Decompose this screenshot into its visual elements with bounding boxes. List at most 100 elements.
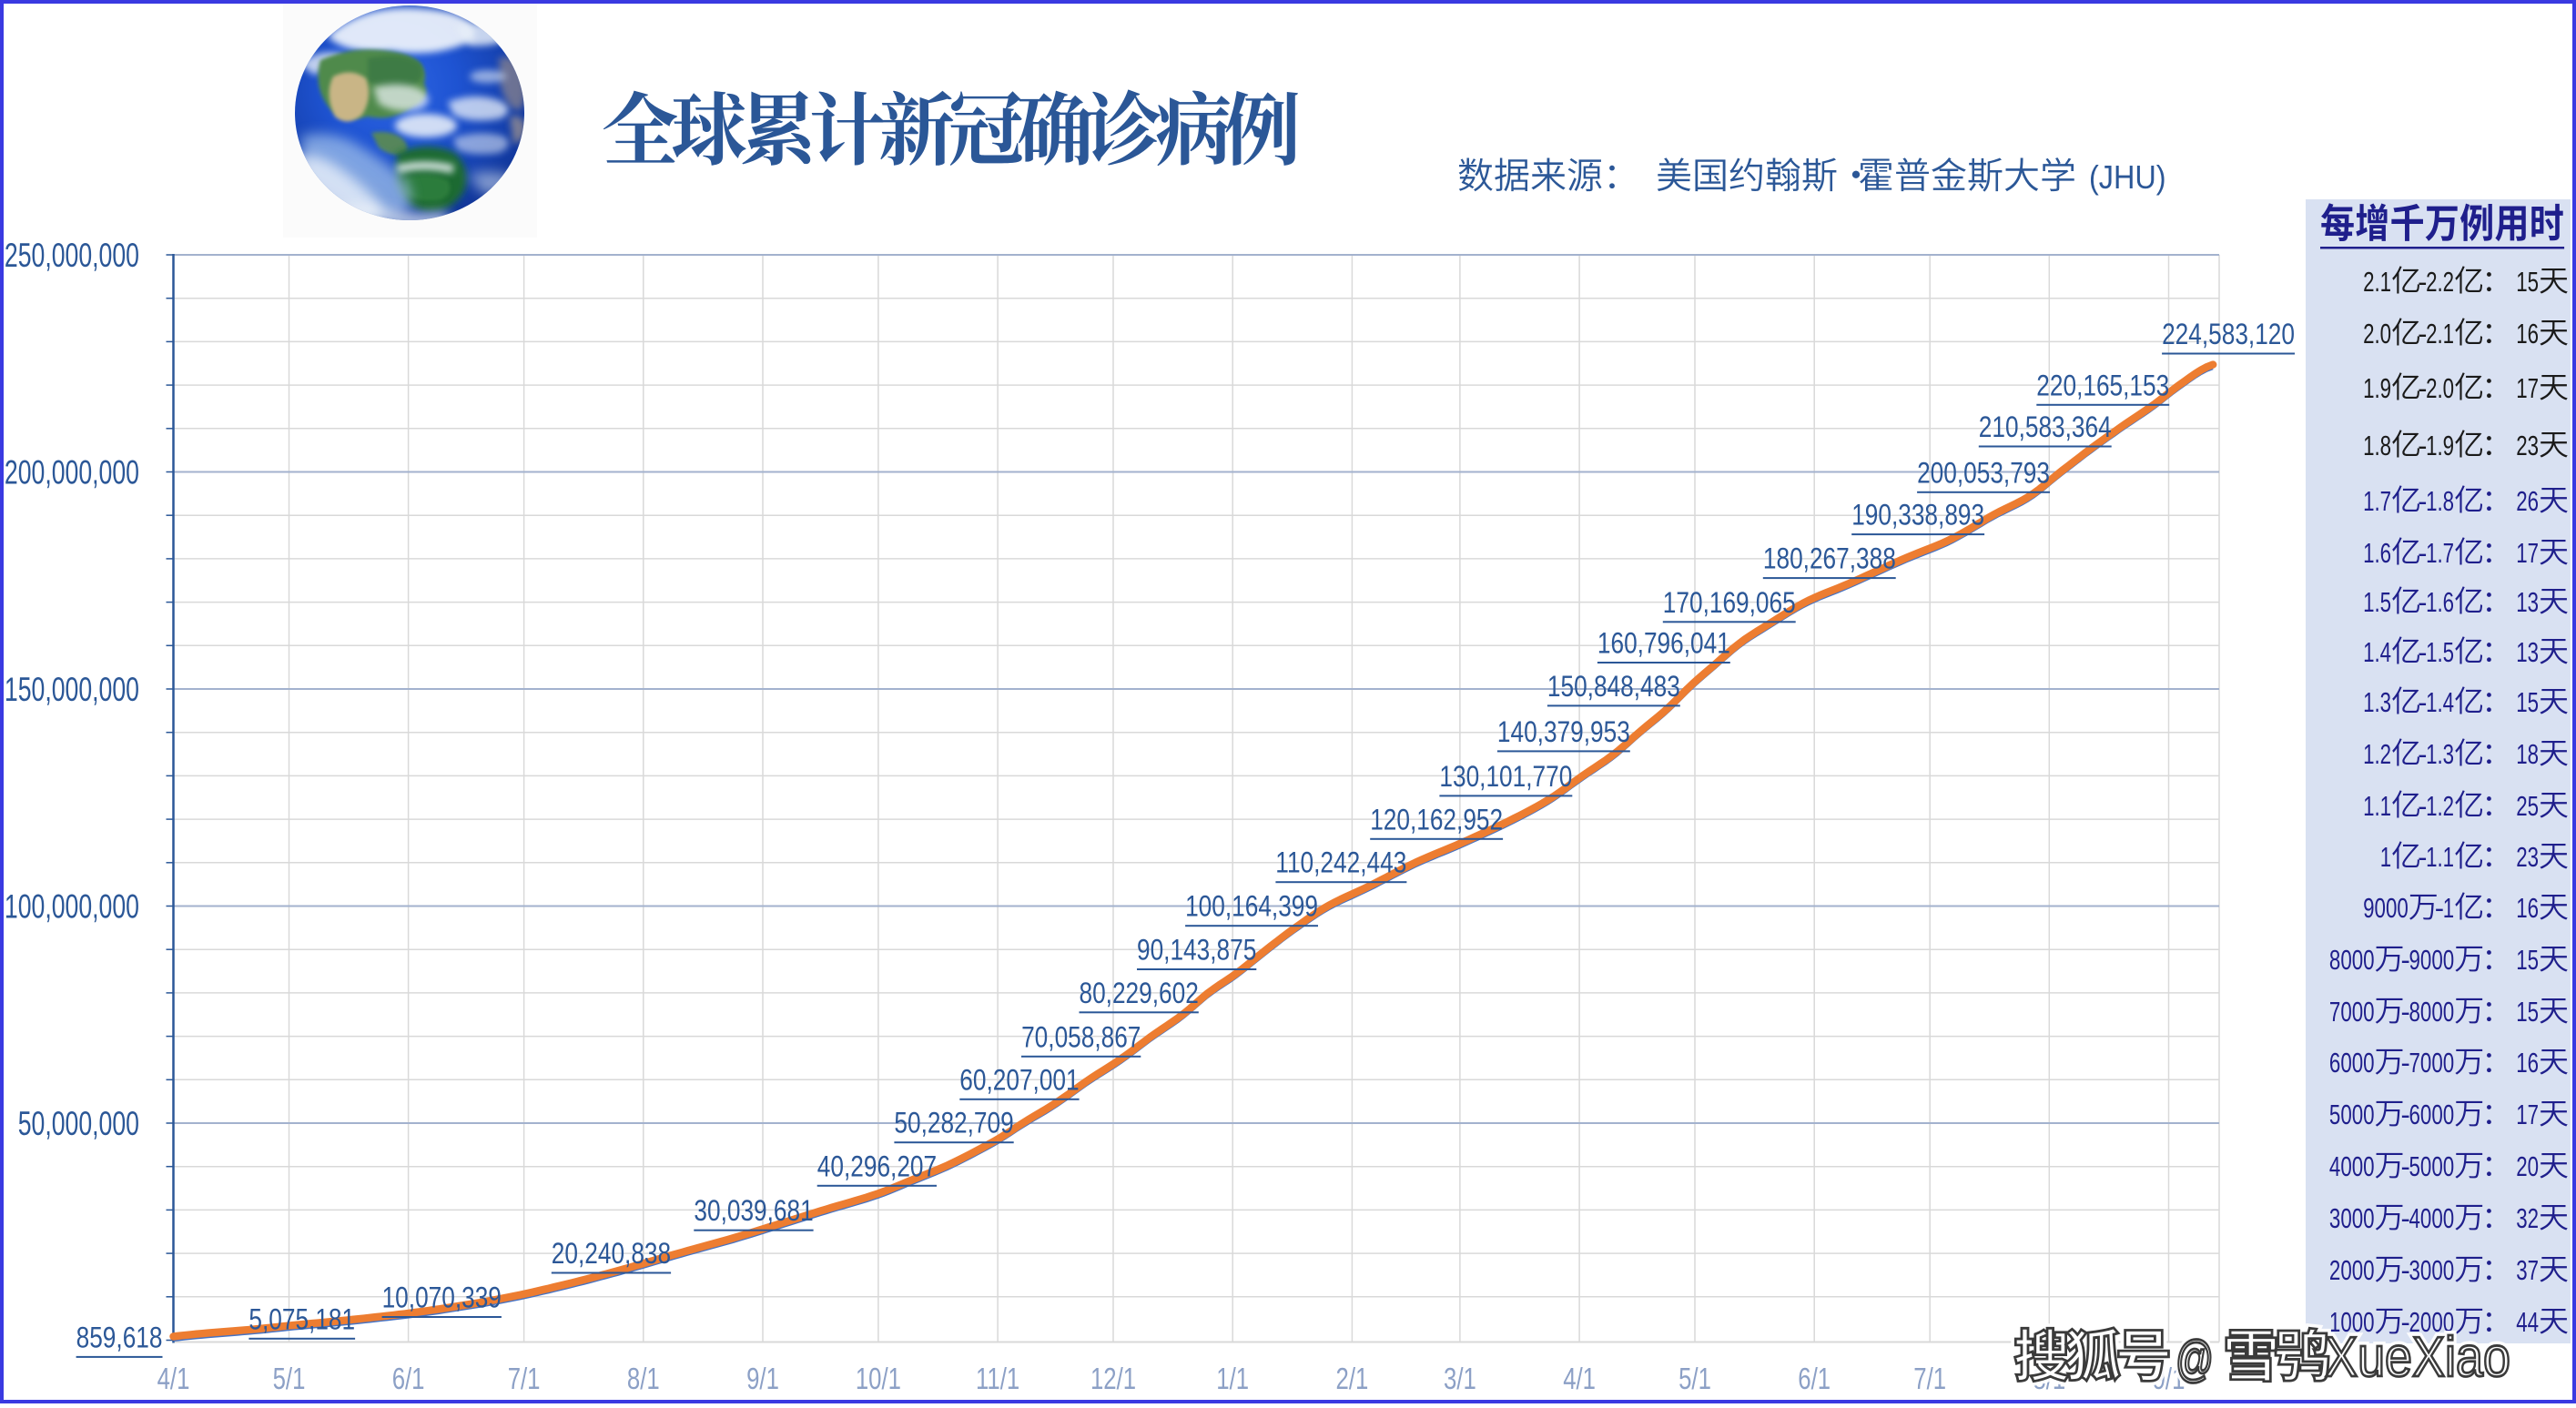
svg-text:90,143,875: 90,143,875 — [1137, 934, 1256, 967]
svg-text:-: - — [2418, 738, 2427, 770]
svg-text:@: @ — [2175, 1330, 2214, 1387]
svg-text:7000: 7000 — [2409, 1047, 2455, 1079]
svg-text:200,000,000: 200,000,000 — [5, 454, 139, 491]
svg-text:-: - — [2418, 485, 2427, 517]
svg-text:44: 44 — [2516, 1306, 2539, 1338]
svg-text:100,000,000: 100,000,000 — [5, 888, 139, 926]
svg-text:1.3: 1.3 — [2363, 686, 2391, 718]
svg-text:-: - — [2418, 636, 2427, 668]
svg-text:1.7: 1.7 — [2363, 485, 2391, 517]
svg-text:-: - — [2401, 1254, 2410, 1286]
svg-text:50,000,000: 50,000,000 — [18, 1105, 139, 1142]
svg-text:1000: 1000 — [2329, 1306, 2375, 1338]
svg-text:1.2: 1.2 — [2363, 738, 2391, 770]
svg-text:-: - — [2418, 372, 2427, 404]
svg-text:-: - — [2418, 686, 2427, 718]
svg-text:1: 1 — [2443, 892, 2454, 924]
svg-text:130,101,770: 130,101,770 — [1439, 760, 1572, 793]
svg-text:250,000,000: 250,000,000 — [5, 237, 139, 274]
svg-text:1.8: 1.8 — [2426, 485, 2454, 517]
svg-text:3/1: 3/1 — [1444, 1362, 1476, 1395]
svg-text:11/1: 11/1 — [976, 1362, 1019, 1395]
svg-text:-: - — [2418, 586, 2427, 618]
svg-text:-: - — [2435, 892, 2444, 924]
svg-text:6/1: 6/1 — [392, 1362, 425, 1395]
svg-text:50,282,709: 50,282,709 — [894, 1107, 1013, 1140]
svg-text:-: - — [2401, 1047, 2410, 1079]
svg-text:13: 13 — [2516, 586, 2539, 618]
svg-text:80,229,602: 80,229,602 — [1080, 977, 1199, 1009]
svg-text:200,053,793: 200,053,793 — [1917, 456, 2050, 489]
svg-text:9000: 9000 — [2363, 892, 2409, 924]
svg-text:-: - — [2418, 790, 2427, 822]
svg-text:20: 20 — [2516, 1150, 2539, 1182]
svg-text:-: - — [2418, 841, 2427, 873]
svg-text:16: 16 — [2516, 318, 2539, 349]
svg-text:-: - — [2401, 1099, 2410, 1130]
svg-text:-: - — [2401, 1150, 2410, 1182]
svg-text:4/1: 4/1 — [157, 1362, 190, 1395]
svg-text:-: - — [2401, 1306, 2410, 1338]
svg-text:150,000,000: 150,000,000 — [5, 671, 139, 708]
svg-text:2.1: 2.1 — [2426, 318, 2454, 349]
svg-text:17: 17 — [2516, 1099, 2539, 1130]
svg-text:37: 37 — [2516, 1254, 2539, 1286]
svg-text:26: 26 — [2516, 485, 2539, 517]
svg-text:@: @ — [2175, 1330, 2214, 1387]
svg-text:-: - — [2401, 996, 2410, 1028]
svg-text:-: - — [2418, 430, 2427, 461]
svg-text:5/1: 5/1 — [273, 1362, 306, 1395]
svg-text:8000: 8000 — [2329, 944, 2375, 976]
svg-text:-: - — [2418, 318, 2427, 349]
svg-text:2/1: 2/1 — [1336, 1362, 1369, 1395]
svg-text:2000: 2000 — [2409, 1306, 2455, 1338]
svg-text:190,338,893: 190,338,893 — [1851, 499, 1984, 532]
svg-text:4/1: 4/1 — [1563, 1362, 1596, 1395]
svg-text:5000: 5000 — [2409, 1150, 2455, 1182]
svg-text:-: - — [2401, 944, 2410, 976]
svg-text:23: 23 — [2516, 841, 2539, 873]
svg-text:1.6: 1.6 — [2363, 537, 2391, 569]
svg-text:XueXiao: XueXiao — [2325, 1326, 2510, 1389]
svg-text:3000: 3000 — [2329, 1202, 2375, 1234]
svg-text:10,070,339: 10,070,339 — [382, 1281, 502, 1314]
svg-text:-: - — [2418, 266, 2427, 298]
svg-text:1.3: 1.3 — [2426, 738, 2454, 770]
svg-text:XueXiao: XueXiao — [2325, 1326, 2510, 1389]
svg-text:4000: 4000 — [2329, 1150, 2375, 1182]
svg-text:224,583,120: 224,583,120 — [2162, 318, 2295, 350]
svg-text:25: 25 — [2516, 790, 2539, 822]
svg-text:2.1: 2.1 — [2363, 266, 2391, 298]
svg-text:60,207,001: 60,207,001 — [959, 1063, 1079, 1096]
svg-text:3000: 3000 — [2409, 1254, 2455, 1286]
svg-text:6000: 6000 — [2409, 1099, 2455, 1130]
svg-text:15: 15 — [2516, 996, 2539, 1028]
svg-text:17: 17 — [2516, 537, 2539, 569]
svg-text:7/1: 7/1 — [1913, 1362, 1946, 1395]
svg-text:7000: 7000 — [2329, 996, 2375, 1028]
svg-text:15: 15 — [2516, 944, 2539, 976]
svg-text:1.8: 1.8 — [2363, 430, 2391, 461]
svg-text:20,240,838: 20,240,838 — [552, 1237, 671, 1270]
svg-text:6000: 6000 — [2329, 1047, 2375, 1079]
svg-text:32: 32 — [2516, 1202, 2539, 1234]
svg-text:120,162,952: 120,162,952 — [1370, 803, 1503, 836]
svg-text:210,583,364: 210,583,364 — [1979, 410, 2112, 443]
svg-text:5,075,181: 5,075,181 — [248, 1302, 355, 1335]
svg-text:17: 17 — [2516, 372, 2539, 404]
svg-text:100,164,399: 100,164,399 — [1185, 890, 1318, 923]
svg-text:160,796,041: 160,796,041 — [1597, 627, 1730, 660]
svg-text:7/1: 7/1 — [508, 1362, 541, 1395]
svg-text:8000: 8000 — [2409, 996, 2455, 1028]
svg-text:170,169,065: 170,169,065 — [1663, 586, 1796, 619]
svg-text:2.0: 2.0 — [2426, 372, 2454, 404]
svg-text:1.5: 1.5 — [2426, 636, 2454, 668]
svg-text:1.6: 1.6 — [2426, 586, 2454, 618]
svg-text:15: 15 — [2516, 686, 2539, 718]
svg-text:5000: 5000 — [2329, 1099, 2375, 1130]
svg-text:9000: 9000 — [2409, 944, 2455, 976]
svg-text:9/1: 9/1 — [746, 1362, 779, 1395]
svg-text:40,296,207: 40,296,207 — [817, 1150, 937, 1182]
svg-text:23: 23 — [2516, 430, 2539, 461]
svg-text:6/1: 6/1 — [1798, 1362, 1831, 1395]
